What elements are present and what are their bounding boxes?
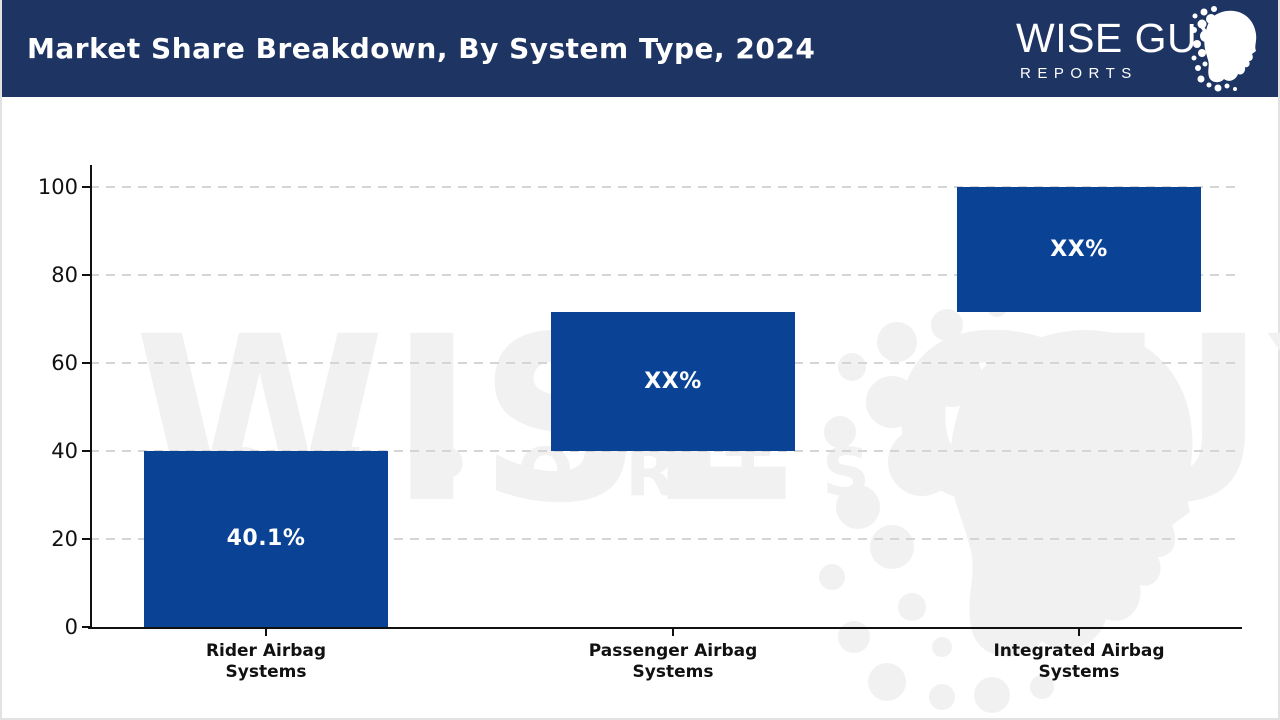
chart-area: WISE GUY REPORTS 02040608010040.1%Rider …: [2, 97, 1280, 720]
ytick-mark-20: [82, 538, 90, 540]
ytick-label-0: 0: [64, 615, 78, 639]
logo-wordmark: WISE GUY: [1016, 15, 1225, 61]
bar-value-label-3: XX%: [1050, 237, 1108, 263]
y-axis-line: [90, 165, 92, 629]
ytick-label-40: 40: [51, 439, 78, 463]
ytick-label-60: 60: [51, 351, 78, 375]
ytick-mark-40: [82, 450, 90, 452]
logo-graphic: WISE GUY REPORTS: [1016, 5, 1257, 91]
header-banner: Market Share Breakdown, By System Type, …: [2, 0, 1278, 97]
ytick-label-100: 100: [37, 175, 78, 199]
gridline-y-40: [90, 450, 1242, 452]
logo-subtext: REPORTS: [1020, 65, 1138, 82]
xtick-mark-1: [265, 629, 267, 636]
ytick-label-80: 80: [51, 263, 78, 287]
gridline-y-100: [90, 186, 1242, 188]
bar-segment-2: XX%: [551, 312, 795, 451]
bar-value-label-1: 40.1%: [226, 526, 306, 552]
xtick-mark-2: [672, 629, 674, 636]
chart-title: Market Share Breakdown, By System Type, …: [27, 32, 816, 65]
bar-segment-1: 40.1%: [144, 450, 388, 627]
gridline-y-80: [90, 274, 1242, 276]
xcat-label-2: Passenger Airbag Systems: [588, 641, 758, 682]
xcat-label-3: Integrated Airbag Systems: [993, 641, 1165, 682]
ytick-mark-60: [82, 362, 90, 364]
wise-guy-reports-logo: WISE GUY REPORTS: [1014, 5, 1264, 92]
ytick-mark-100: [82, 186, 90, 188]
bar-value-label-2: XX%: [644, 368, 702, 394]
dotted-face-icon: [1191, 5, 1257, 91]
ytick-mark-0: [82, 626, 90, 628]
gridline-y-20: [90, 538, 1242, 540]
bar-segment-3: XX%: [957, 187, 1201, 313]
x-axis-line: [88, 627, 1242, 629]
ytick-mark-80: [82, 274, 90, 276]
xcat-label-1: Rider Airbag Systems: [205, 641, 327, 682]
ytick-label-20: 20: [51, 527, 78, 551]
xtick-mark-3: [1078, 629, 1080, 636]
